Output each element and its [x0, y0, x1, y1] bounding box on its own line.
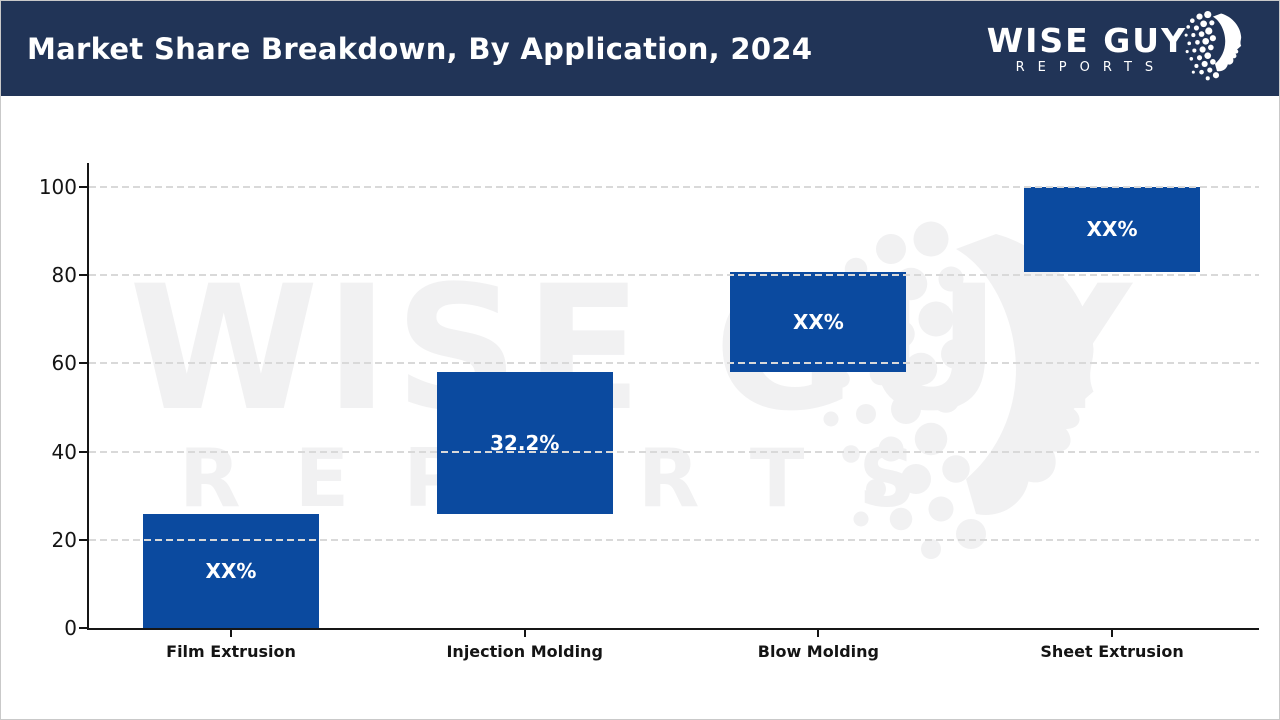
category-label: Film Extrusion — [166, 642, 296, 661]
logo-wordmark: WISE GUY REPORTS — [987, 24, 1187, 74]
y-tick-mark — [79, 274, 87, 277]
category-label: Blow Molding — [757, 642, 879, 661]
waterfall-bar: XX% — [730, 271, 907, 373]
gridline — [89, 362, 1259, 365]
category-label: Sheet Extrusion — [1040, 642, 1184, 661]
y-tick-label: 40 — [51, 439, 77, 464]
y-tick-label: 20 — [51, 527, 77, 552]
gridline — [89, 186, 1259, 188]
bar-value-label: XX% — [205, 559, 257, 584]
page-title: Market Share Breakdown, By Application, … — [27, 31, 813, 66]
y-tick-mark — [79, 186, 87, 188]
logo-wordmark-line2: REPORTS — [1015, 59, 1167, 75]
wise-guy-head-icon — [1184, 10, 1242, 80]
x-tick-mark — [1111, 630, 1114, 637]
x-tick-mark — [230, 630, 232, 637]
brand-logo: WISE GUY REPORTS — [987, 9, 1253, 89]
logo-wordmark-line1: WISE GUY — [986, 20, 1187, 60]
gridline — [89, 538, 1259, 541]
category-label: Injection Molding — [446, 642, 603, 661]
bar-value-label: XX% — [1086, 217, 1138, 242]
x-axis-line — [87, 628, 1259, 630]
y-tick-label: 60 — [51, 351, 77, 376]
y-tick-mark — [79, 538, 87, 541]
waterfall-bar: 32.2% — [436, 372, 613, 515]
gridline — [89, 274, 1259, 277]
header-bar: Market Share Breakdown, By Application, … — [1, 1, 1279, 96]
y-tick-mark — [79, 362, 87, 365]
waterfall-bar: XX% — [143, 514, 319, 628]
y-tick-label: 0 — [64, 616, 77, 640]
bar-value-label: XX% — [792, 309, 844, 334]
gridline — [89, 450, 1259, 453]
y-axis-line — [87, 163, 89, 630]
x-tick-mark — [523, 630, 526, 637]
x-tick-mark — [817, 630, 820, 637]
y-tick-label: 80 — [51, 263, 77, 288]
y-tick-mark — [79, 627, 87, 629]
waterfall-bar: XX% — [1024, 187, 1201, 272]
y-tick-label: 100 — [38, 175, 77, 199]
y-tick-mark — [79, 450, 87, 453]
